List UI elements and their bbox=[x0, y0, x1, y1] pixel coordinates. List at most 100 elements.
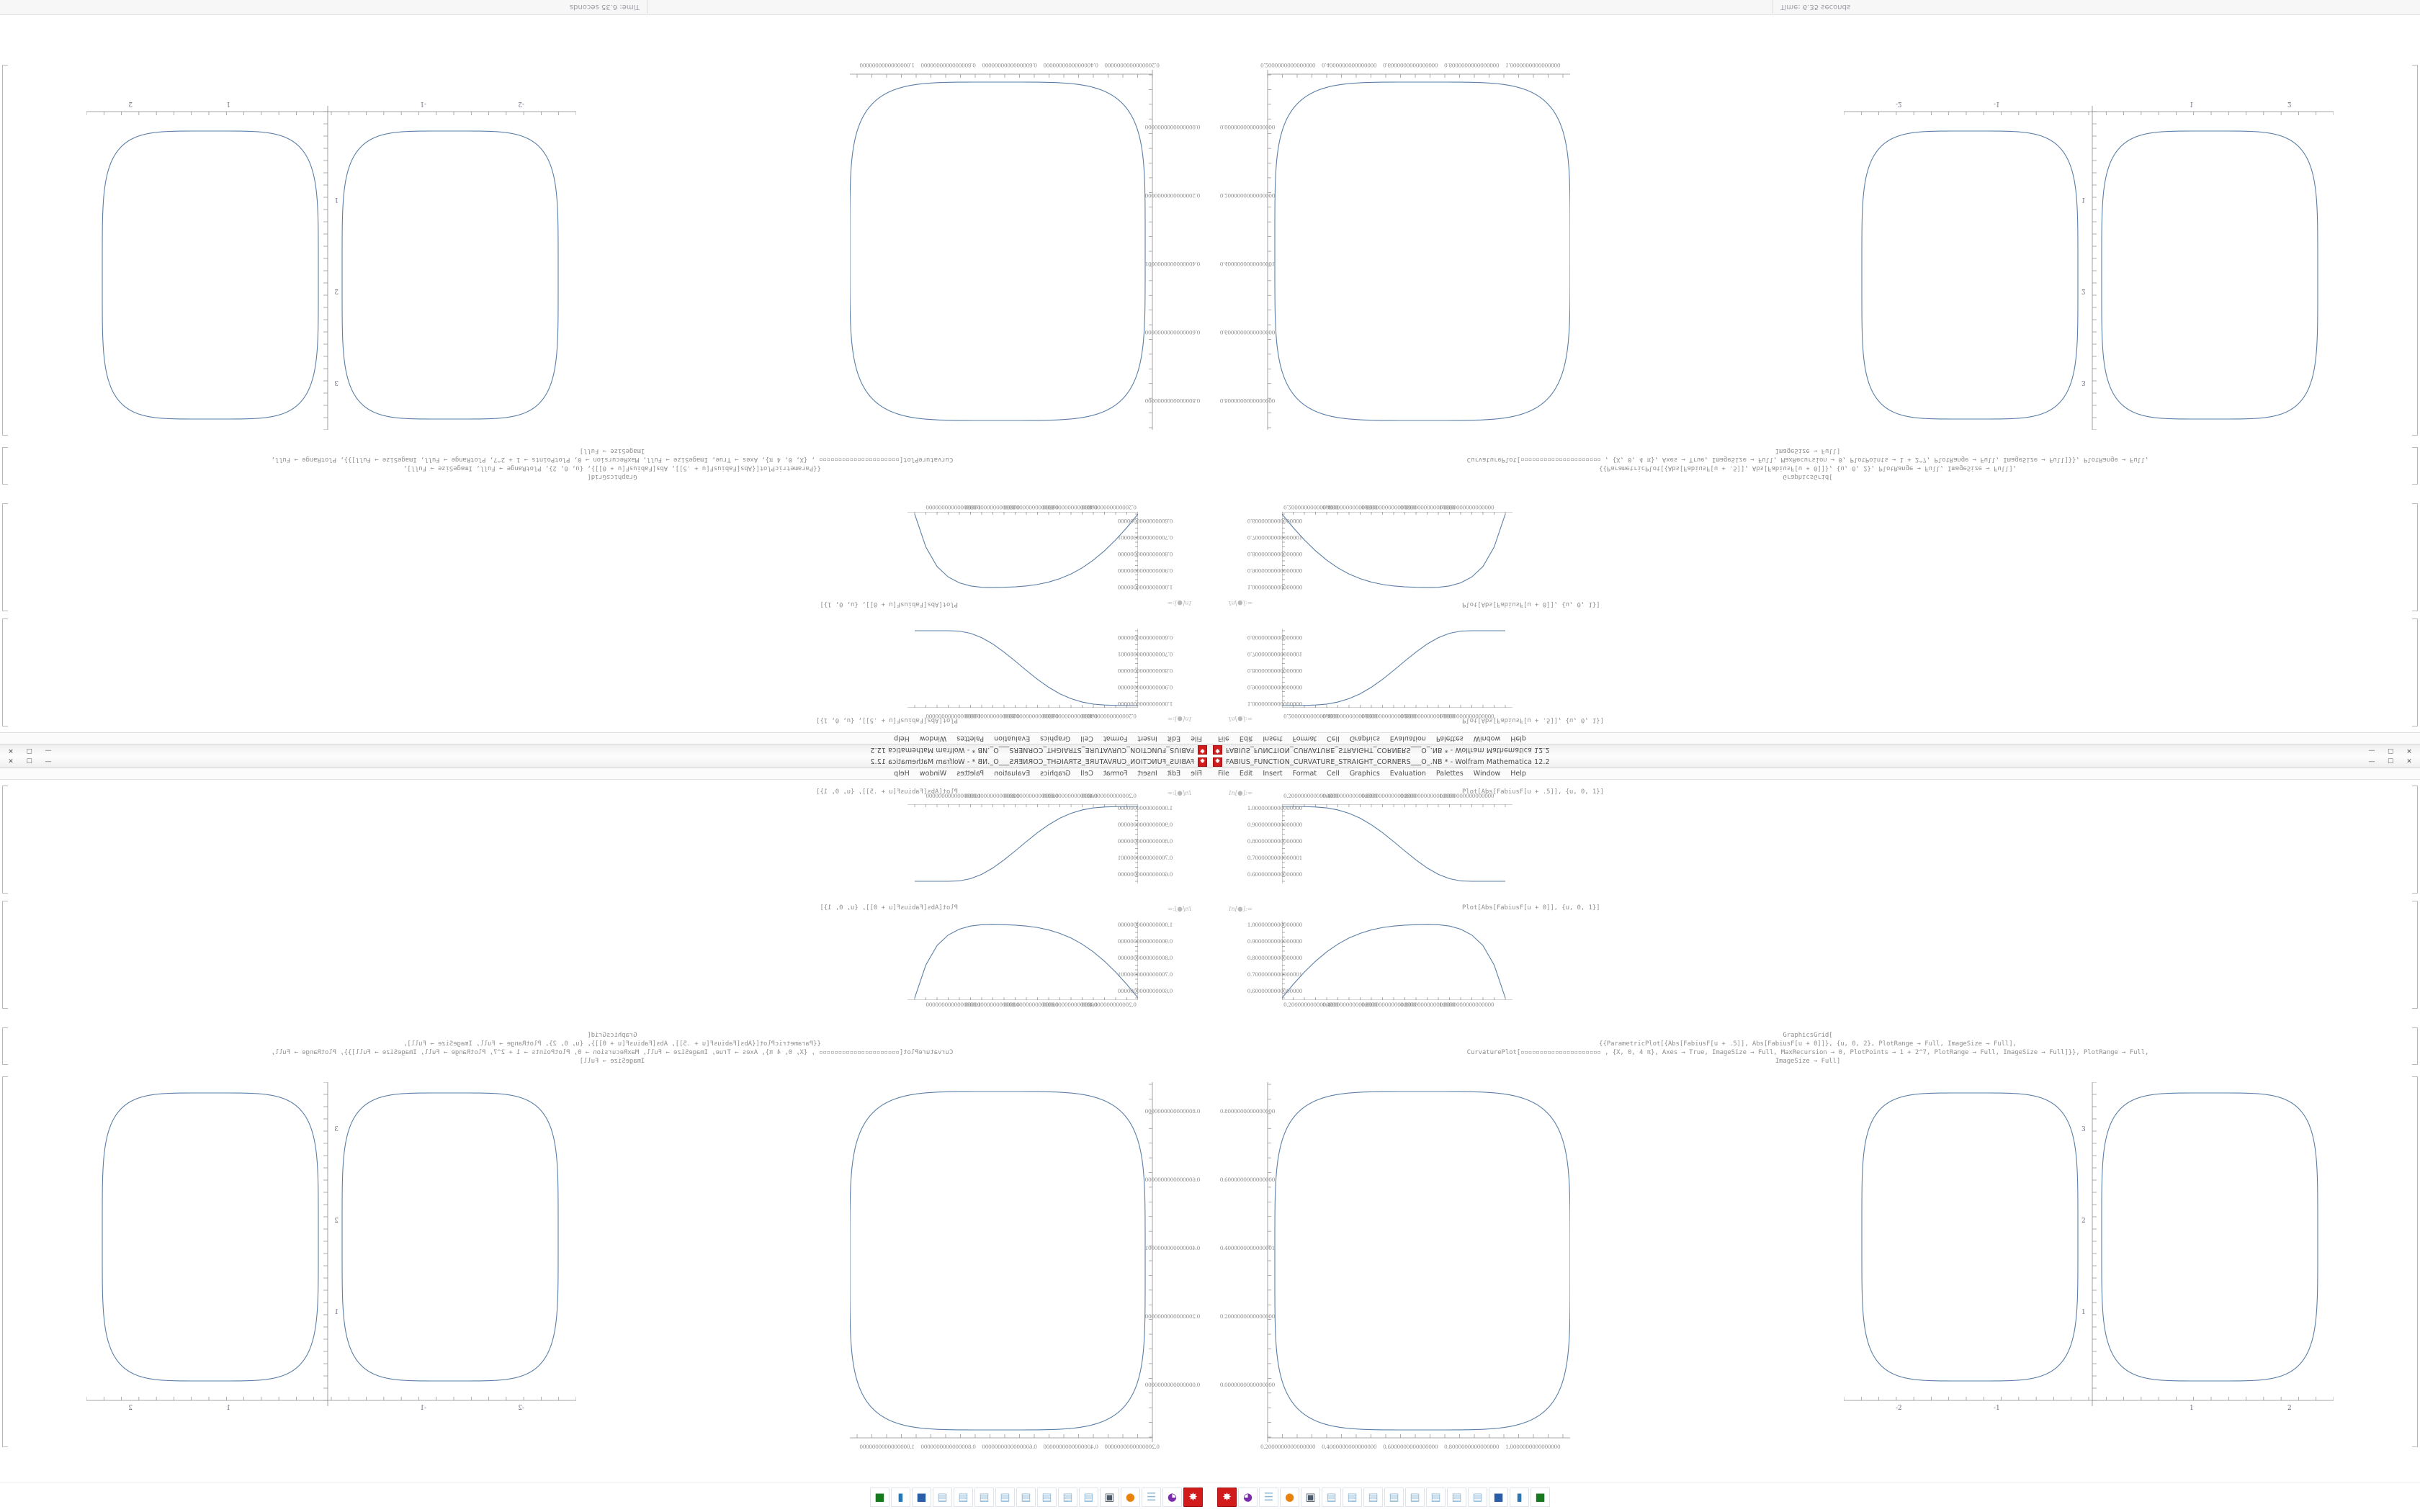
plot-fabius-half[interactable]: 1.0000000000000000 0.9000000000000000 0.… bbox=[908, 793, 1173, 883]
plot-fabius-half[interactable]: 1.0000000000000000 0.9000000000000000 0.… bbox=[908, 629, 1173, 719]
terminal-icon[interactable]: ■ bbox=[1531, 1488, 1550, 1507]
notebook-icon-1[interactable]: ▤ bbox=[1079, 1488, 1098, 1507]
cell-bracket[interactable] bbox=[2, 1027, 8, 1065]
taskbar[interactable]: ✸ ◕ ☰ ● ▣ ▤ ▤ ▤ ▤ ▤ ▤ ▤ ▤ ■ ▮ ■ ✸ ◕ ☰ ● ▣ ▤ ▤ ▤ ▤ ▤ ▤ ▤ ▤ ■ ▮ ■ bbox=[0, 1482, 2420, 1512]
code-graphicsgrid-line2[interactable]: {{ParametricPlot[{Abs[FabiusF[u + .5]], … bbox=[403, 464, 821, 472]
notebook-icon-5[interactable]: ▤ bbox=[1405, 1488, 1425, 1507]
menu-item-evaluation[interactable]: Evaluation bbox=[1389, 769, 1426, 778]
plot-fabius-half[interactable]: 1.0000000000000000 0.9000000000000000 0.… bbox=[1247, 629, 1512, 719]
menu-item-evaluation[interactable]: Evaluation bbox=[994, 734, 1031, 743]
taskbar-group-right[interactable]: ✸ ◕ ☰ ● ▣ ▤ ▤ ▤ ▤ ▤ ▤ ▤ ▤ ■ ▮ ■ bbox=[1217, 1488, 1550, 1507]
maximize-button[interactable]: ☐ bbox=[26, 758, 33, 765]
cell-bracket[interactable] bbox=[2, 65, 8, 436]
notebook-icon-4[interactable]: ▤ bbox=[1384, 1488, 1404, 1507]
code-plot-fabius-zero[interactable]: Plot[Abs[FabiusF[u + 0]], {u, 0, 1}] bbox=[820, 600, 958, 608]
window-titlebar[interactable]: ✸ FABIUS_FUNCTION_CURVATURE_STRAIGHT_COR… bbox=[0, 744, 1210, 756]
menu-item-insert[interactable]: Insert bbox=[1137, 734, 1157, 743]
menu-item-palettes[interactable]: Palettes bbox=[1435, 769, 1464, 778]
curvatureplot-fabius[interactable]: 1 2 3 -2 -1 1 2 bbox=[86, 1081, 577, 1442]
notebook-icon-8[interactable]: ▤ bbox=[933, 1488, 952, 1507]
menu-item-format[interactable]: Format bbox=[1292, 734, 1317, 743]
menu-item-window[interactable]: Window bbox=[1473, 734, 1501, 743]
minimize-button[interactable]: — bbox=[45, 758, 52, 765]
plot-fabius-zero[interactable]: 1.0000000000000000 0.9000000000000000 0.… bbox=[1247, 921, 1512, 1008]
close-button[interactable]: ✕ bbox=[2406, 758, 2412, 765]
menu-item-format[interactable]: Format bbox=[1103, 734, 1128, 743]
parametricplot-fabius-squircle[interactable]: 0.8000000000000000 0.6000000000000000 0.… bbox=[849, 1082, 1200, 1450]
save-icon[interactable]: ■ bbox=[1489, 1488, 1508, 1507]
notebook-icon-8[interactable]: ▤ bbox=[1468, 1488, 1487, 1507]
minimize-button[interactable]: — bbox=[2368, 747, 2375, 754]
menu-item-graphics[interactable]: Graphics bbox=[1349, 769, 1380, 778]
code-graphicsgrid-line1[interactable]: GraphicsGrid[ bbox=[1783, 473, 1833, 480]
notebook-icon-3[interactable]: ▤ bbox=[1037, 1488, 1057, 1507]
code-graphicsgrid-line3[interactable]: CurvaturePlot[▫▫▫▫▫▫▫▫▫▫▫▫▫▫▫▫▫▫▫▫▫ , {X… bbox=[1466, 1049, 2149, 1056]
menu-item-edit[interactable]: Edit bbox=[1167, 734, 1181, 743]
notebook-icon-7[interactable]: ▤ bbox=[1447, 1488, 1466, 1507]
plot-fabius-half[interactable]: 1.0000000000000000 0.9000000000000000 0.… bbox=[1247, 793, 1512, 883]
menu-item-help[interactable]: Help bbox=[894, 769, 910, 778]
screenshot-icon[interactable]: ▣ bbox=[1100, 1488, 1119, 1507]
code-graphicsgrid-line4[interactable]: ImageSize → Full] bbox=[1775, 447, 1841, 454]
code-graphicsgrid-line3[interactable]: CurvaturePlot[▫▫▫▫▫▫▫▫▫▫▫▫▫▫▫▫▫▫▫▫▫ , {X… bbox=[1466, 456, 2149, 463]
window-titlebar[interactable]: ✸ FABIUS_FUNCTION_CURVATURE_STRAIGHT_COR… bbox=[1210, 744, 2420, 756]
code-graphicsgrid-line4[interactable]: ImageSize → Full] bbox=[579, 447, 645, 454]
cell-bracket[interactable] bbox=[2, 503, 8, 611]
taskbar-group-left[interactable]: ✸ ◕ ☰ ● ▣ ▤ ▤ ▤ ▤ ▤ ▤ ▤ ▤ ■ ▮ ■ bbox=[870, 1488, 1203, 1507]
code-plot-fabius-zero[interactable]: Plot[Abs[FabiusF[u + 0]], {u, 0, 1}] bbox=[820, 904, 958, 912]
code-plot-fabius-half[interactable]: Plot[Abs[FabiusF[u + .5]], {u, 0, 1}] bbox=[1462, 788, 1604, 796]
maximize-button[interactable]: ☐ bbox=[2387, 747, 2394, 754]
menu-item-graphics[interactable]: Graphics bbox=[1040, 734, 1071, 743]
cell-bracket[interactable] bbox=[2412, 65, 2418, 436]
notebook-icon-3[interactable]: ▤ bbox=[1363, 1488, 1383, 1507]
code-graphicsgrid-line2[interactable]: {{ParametricPlot[{Abs[FabiusF[u + .5]], … bbox=[1599, 1040, 2017, 1048]
plot-fabius-zero[interactable]: 1.0000000000000000 0.9000000000000000 0.… bbox=[908, 504, 1173, 591]
menu-item-file[interactable]: File bbox=[1191, 769, 1202, 778]
notebook-canvas[interactable]: In[●]:= Plot[Abs[FabiusF[u + .5]], {u, 0… bbox=[1210, 780, 2420, 1497]
code-plot-fabius-zero[interactable]: Plot[Abs[FabiusF[u + 0]], {u, 0, 1}] bbox=[1462, 600, 1600, 608]
minimize-button[interactable]: — bbox=[2368, 758, 2375, 765]
menu-item-insert[interactable]: Insert bbox=[1137, 769, 1157, 778]
maximize-button[interactable]: ☐ bbox=[26, 747, 33, 754]
menu-item-cell[interactable]: Cell bbox=[1080, 734, 1093, 743]
parametricplot-fabius-squircle[interactable]: 0.8000000000000000 0.6000000000000000 0.… bbox=[849, 62, 1200, 430]
code-graphicsgrid-line2[interactable]: {{ParametricPlot[{Abs[FabiusF[u + .5]], … bbox=[1599, 464, 2017, 472]
notebook-icon-2[interactable]: ▤ bbox=[1058, 1488, 1077, 1507]
menu-item-window[interactable]: Window bbox=[1473, 769, 1501, 778]
code-plot-fabius-zero[interactable]: Plot[Abs[FabiusF[u + 0]], {u, 0, 1}] bbox=[1462, 904, 1600, 912]
menu-item-file[interactable]: File bbox=[1191, 734, 1202, 743]
cell-bracket[interactable] bbox=[2412, 1027, 2418, 1065]
menu-item-format[interactable]: Format bbox=[1292, 769, 1317, 778]
maximize-button[interactable]: ☐ bbox=[2387, 758, 2394, 765]
parametricplot-fabius-squircle[interactable]: 0.8000000000000000 0.6000000000000000 0.… bbox=[1220, 1082, 1571, 1450]
terminal-icon[interactable]: ■ bbox=[870, 1488, 889, 1507]
menu-item-cell[interactable]: Cell bbox=[1327, 734, 1340, 743]
mathematica-icon[interactable]: ✸ bbox=[1183, 1488, 1203, 1507]
kernel-icon[interactable]: ◕ bbox=[1238, 1488, 1258, 1507]
menu-item-edit[interactable]: Edit bbox=[1167, 769, 1181, 778]
menu-item-evaluation[interactable]: Evaluation bbox=[994, 769, 1031, 778]
notebook-icon-5[interactable]: ▤ bbox=[995, 1488, 1015, 1507]
menu-item-cell[interactable]: Cell bbox=[1327, 769, 1340, 778]
menu-item-insert[interactable]: Insert bbox=[1263, 734, 1283, 743]
code-graphicsgrid-line1[interactable]: GraphicsGrid[ bbox=[1783, 1032, 1833, 1039]
menu-item-help[interactable]: Help bbox=[1510, 734, 1526, 743]
code-graphicsgrid-line4[interactable]: ImageSize → Full] bbox=[1775, 1058, 1841, 1065]
minimize-button[interactable]: — bbox=[45, 747, 52, 754]
code-graphicsgrid-line1[interactable]: GraphicsGrid[ bbox=[587, 473, 637, 480]
menu-item-help[interactable]: Help bbox=[1510, 769, 1526, 778]
kernel-icon[interactable]: ◕ bbox=[1162, 1488, 1182, 1507]
notebook-icon-4[interactable]: ▤ bbox=[1016, 1488, 1036, 1507]
notebook-canvas[interactable]: In[●]:= Plot[Abs[FabiusF[u + .5]], {u, 0… bbox=[1210, 15, 2420, 732]
menu-item-format[interactable]: Format bbox=[1103, 769, 1128, 778]
plot-fabius-zero[interactable]: 1.0000000000000000 0.9000000000000000 0.… bbox=[908, 921, 1173, 1008]
close-button[interactable]: ✕ bbox=[2406, 747, 2412, 754]
cell-bracket[interactable] bbox=[2412, 1076, 2418, 1447]
curvatureplot-fabius[interactable]: 1 2 3 -2 -1 1 2 bbox=[1843, 1081, 2334, 1442]
menu-item-edit[interactable]: Edit bbox=[1239, 734, 1253, 743]
cell-bracket[interactable] bbox=[2, 618, 8, 726]
cell-bracket[interactable] bbox=[2412, 447, 2418, 485]
cell-bracket[interactable] bbox=[2, 1076, 8, 1447]
menu-item-window[interactable]: Window bbox=[919, 769, 947, 778]
cell-bracket[interactable] bbox=[2412, 618, 2418, 726]
